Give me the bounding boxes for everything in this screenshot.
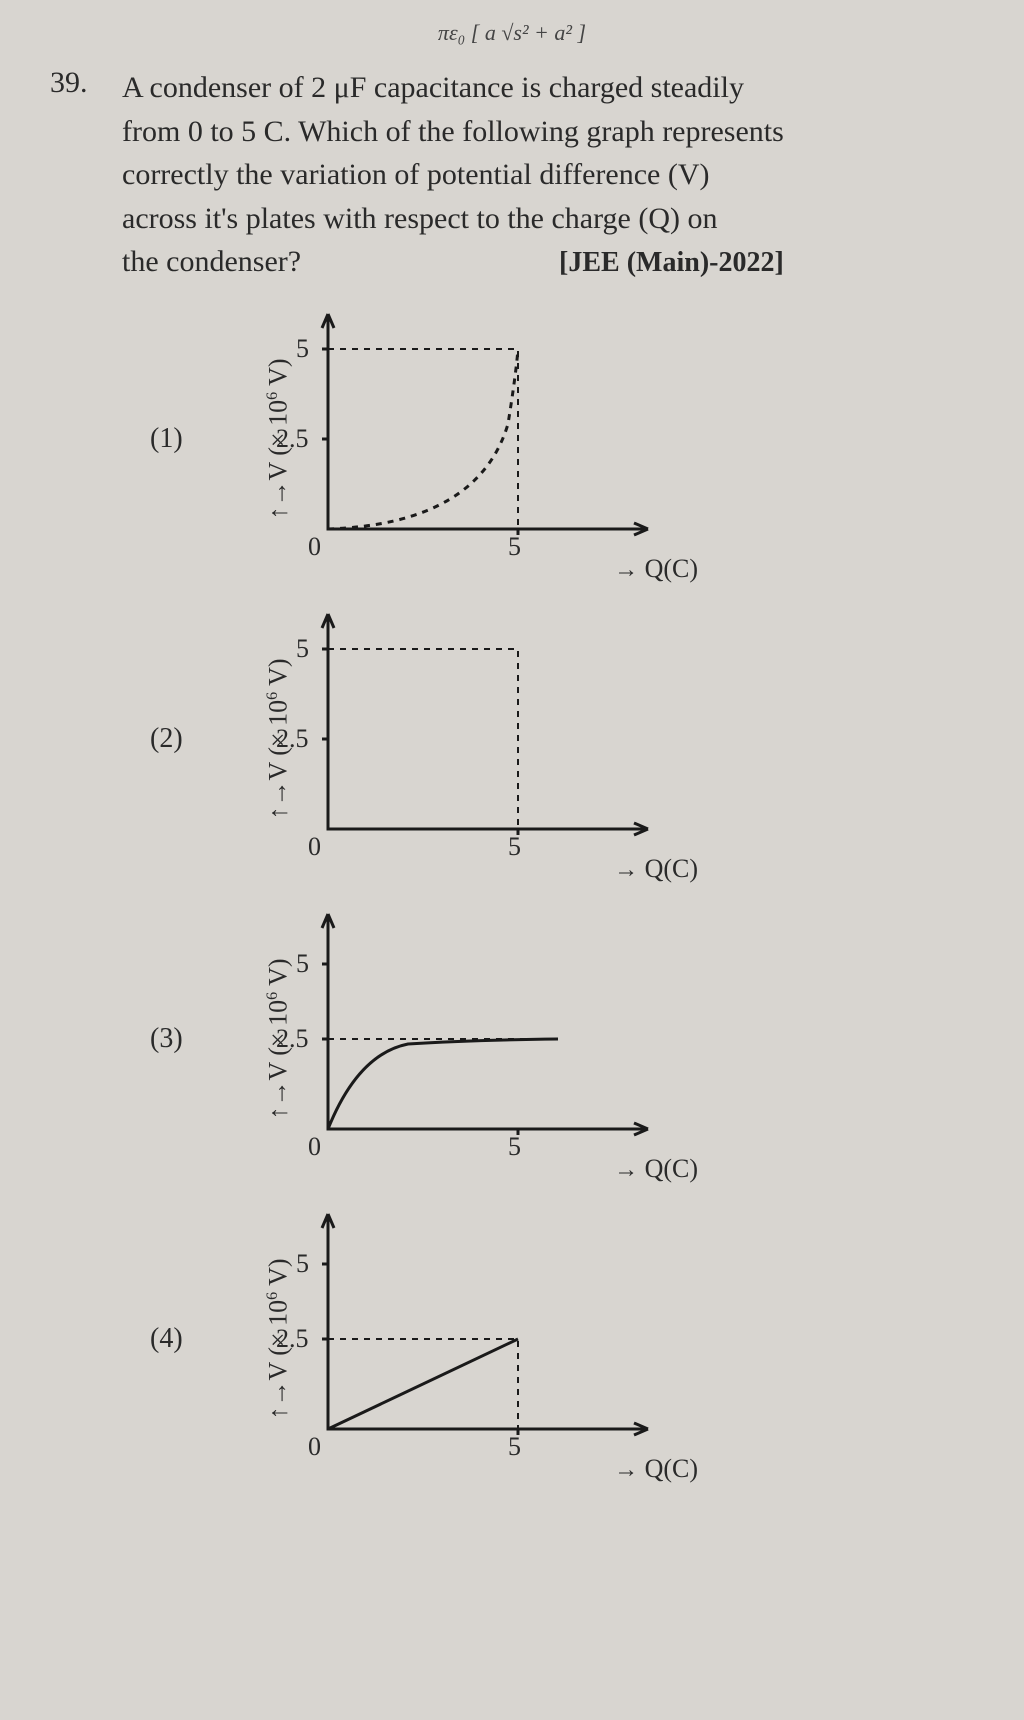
- origin-label: 0: [308, 1432, 321, 1462]
- arrow-up-icon: ↑→: [264, 1080, 293, 1119]
- q-line-5: the condenser?: [122, 240, 301, 284]
- y-tick-5: 5: [296, 949, 309, 979]
- arrow-right-icon: →: [614, 1157, 638, 1183]
- arrow-up-icon: ↑→: [264, 480, 293, 519]
- y-tick-2-5: 2.5: [276, 1024, 309, 1054]
- top-line-fragment: πε₀ [ a √s² + a² ]: [50, 20, 974, 46]
- q-line-2: from 0 to 5 C. Which of the following gr…: [122, 115, 784, 148]
- y-label-sup: 6: [264, 1292, 281, 1300]
- x-tick-5: 5: [508, 1132, 521, 1162]
- question-block: 39. A condenser of 2 μF capacitance is c…: [50, 66, 974, 284]
- y-tick-5: 5: [296, 634, 309, 664]
- graph-4: ↑→V (× 106 V) 5 2.5 0 5 → Q(C): [218, 1194, 738, 1484]
- q-line-1: A condenser of 2 μF capacitance is charg…: [122, 71, 744, 104]
- y-tick-2-5: 2.5: [276, 724, 309, 754]
- option-1: (1) ↑→V (× 106 V) 5 2.5 0 5 → Q(C): [150, 294, 974, 584]
- q-line-3: correctly the variation of potential dif…: [122, 158, 710, 191]
- y-tick-2-5: 2.5: [276, 424, 309, 454]
- question-number: 39.: [50, 66, 98, 284]
- option-1-label: (1): [150, 423, 198, 455]
- y-label-suffix: V): [264, 1258, 293, 1291]
- origin-label: 0: [308, 532, 321, 562]
- y-tick-5: 5: [296, 1249, 309, 1279]
- x-label-text: Q(C): [645, 1154, 698, 1183]
- page: πε₀ [ a √s² + a² ] 39. A condenser of 2 …: [0, 0, 1024, 1484]
- option-3-label: (3): [150, 1023, 198, 1055]
- y-label-suffix: V): [264, 358, 293, 391]
- graph-1: ↑→V (× 106 V) 5 2.5 0 5 → Q(C): [218, 294, 738, 584]
- x-axis-label: → Q(C): [614, 554, 698, 584]
- option-4: (4) ↑→V (× 106 V) 5 2.5 0 5 → Q(C): [150, 1194, 974, 1484]
- y-tick-2-5: 2.5: [276, 1324, 309, 1354]
- option-3: (3) ↑→V (× 106 V) 5 2.5 0 5 → Q(C): [150, 894, 974, 1184]
- arrow-up-icon: ↑→: [264, 780, 293, 819]
- x-tick-5: 5: [508, 1432, 521, 1462]
- y-label-sup: 6: [264, 692, 281, 700]
- y-label-sup: 6: [264, 992, 281, 1000]
- x-axis-label: → Q(C): [614, 1454, 698, 1484]
- x-axis-label: → Q(C): [614, 854, 698, 884]
- y-label-sup: 6: [264, 392, 281, 400]
- option-2-label: (2): [150, 723, 198, 755]
- arrow-right-icon: →: [614, 1457, 638, 1483]
- origin-label: 0: [308, 1132, 321, 1162]
- x-axis-label: → Q(C): [614, 1154, 698, 1184]
- x-label-text: Q(C): [645, 554, 698, 583]
- origin-label: 0: [308, 832, 321, 862]
- options-container: (1) ↑→V (× 106 V) 5 2.5 0 5 → Q(C): [150, 294, 974, 1484]
- option-4-label: (4): [150, 1323, 198, 1355]
- graph-2: ↑→V (× 106 V) 5 2.5 0 5 → Q(C): [218, 594, 738, 884]
- x-label-text: Q(C): [645, 1454, 698, 1483]
- arrow-right-icon: →: [614, 557, 638, 583]
- y-label-suffix: V): [264, 658, 293, 691]
- q-line-4: across it's plates with respect to the c…: [122, 202, 718, 235]
- arrow-up-icon: ↑→: [264, 1380, 293, 1419]
- arrow-right-icon: →: [614, 857, 638, 883]
- graph-3: ↑→V (× 106 V) 5 2.5 0 5 → Q(C): [218, 894, 738, 1184]
- y-tick-5: 5: [296, 334, 309, 364]
- y-label-suffix: V): [264, 958, 293, 991]
- x-tick-5: 5: [508, 832, 521, 862]
- x-label-text: Q(C): [645, 854, 698, 883]
- option-2: (2) ↑→V (× 106 V) 5 2.5 0 5 → Q(C): [150, 594, 974, 884]
- exam-tag: [JEE (Main)-2022]: [559, 243, 784, 284]
- x-tick-5: 5: [508, 532, 521, 562]
- question-text: A condenser of 2 μF capacitance is charg…: [122, 66, 784, 284]
